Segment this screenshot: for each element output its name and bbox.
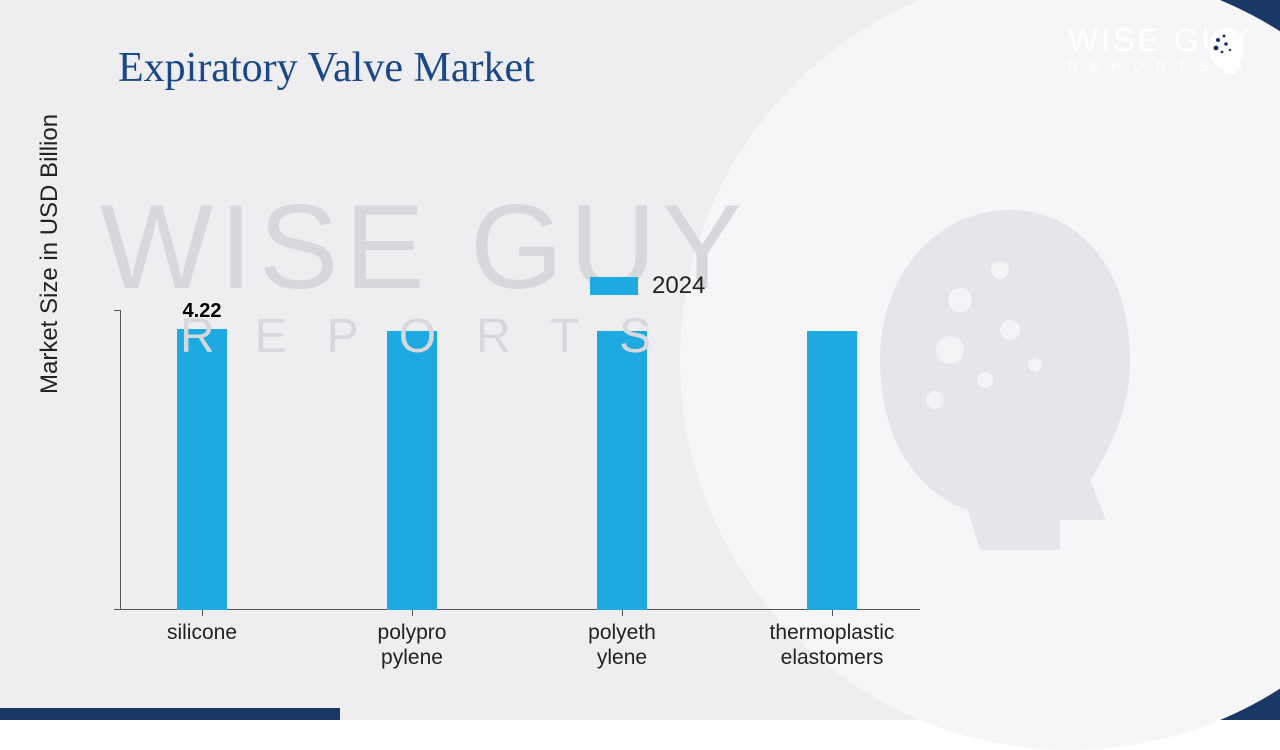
x-axis-line bbox=[120, 609, 920, 610]
bar bbox=[177, 329, 227, 610]
y-axis-label: Market Size in USD Billion bbox=[36, 114, 64, 394]
x-tick bbox=[412, 610, 413, 616]
bar-value-label: 4.22 bbox=[183, 300, 222, 323]
x-tick bbox=[622, 610, 623, 616]
legend-swatch bbox=[590, 277, 638, 295]
chart-title: Expiratory Valve Market bbox=[118, 44, 535, 92]
bar bbox=[387, 331, 437, 610]
y-axis-line bbox=[120, 310, 121, 610]
x-tick bbox=[832, 610, 833, 616]
x-axis-category-label: thermoplastic elastomers bbox=[770, 620, 895, 670]
bar bbox=[597, 331, 647, 610]
chart-area: silicone4.22polypro pylenepolyeth ylenet… bbox=[120, 310, 920, 610]
watermark-head-icon bbox=[850, 200, 1150, 560]
x-axis-category-label: polyeth ylene bbox=[588, 620, 656, 670]
x-axis-category-label: polypro pylene bbox=[378, 620, 447, 670]
legend-label: 2024 bbox=[652, 272, 705, 300]
y-tick bbox=[114, 609, 120, 610]
bottom-accent-bar bbox=[0, 708, 340, 720]
brand-logo: WISE GUY REPORTS bbox=[1068, 24, 1252, 74]
head-silhouette-icon bbox=[1196, 24, 1252, 80]
x-axis-category-label: silicone bbox=[167, 620, 237, 645]
x-tick bbox=[202, 610, 203, 616]
content-layer: WISE GUY REPORTS Expiratory Valve Market… bbox=[0, 0, 1280, 720]
legend: 2024 bbox=[590, 272, 705, 300]
y-tick bbox=[114, 310, 120, 311]
